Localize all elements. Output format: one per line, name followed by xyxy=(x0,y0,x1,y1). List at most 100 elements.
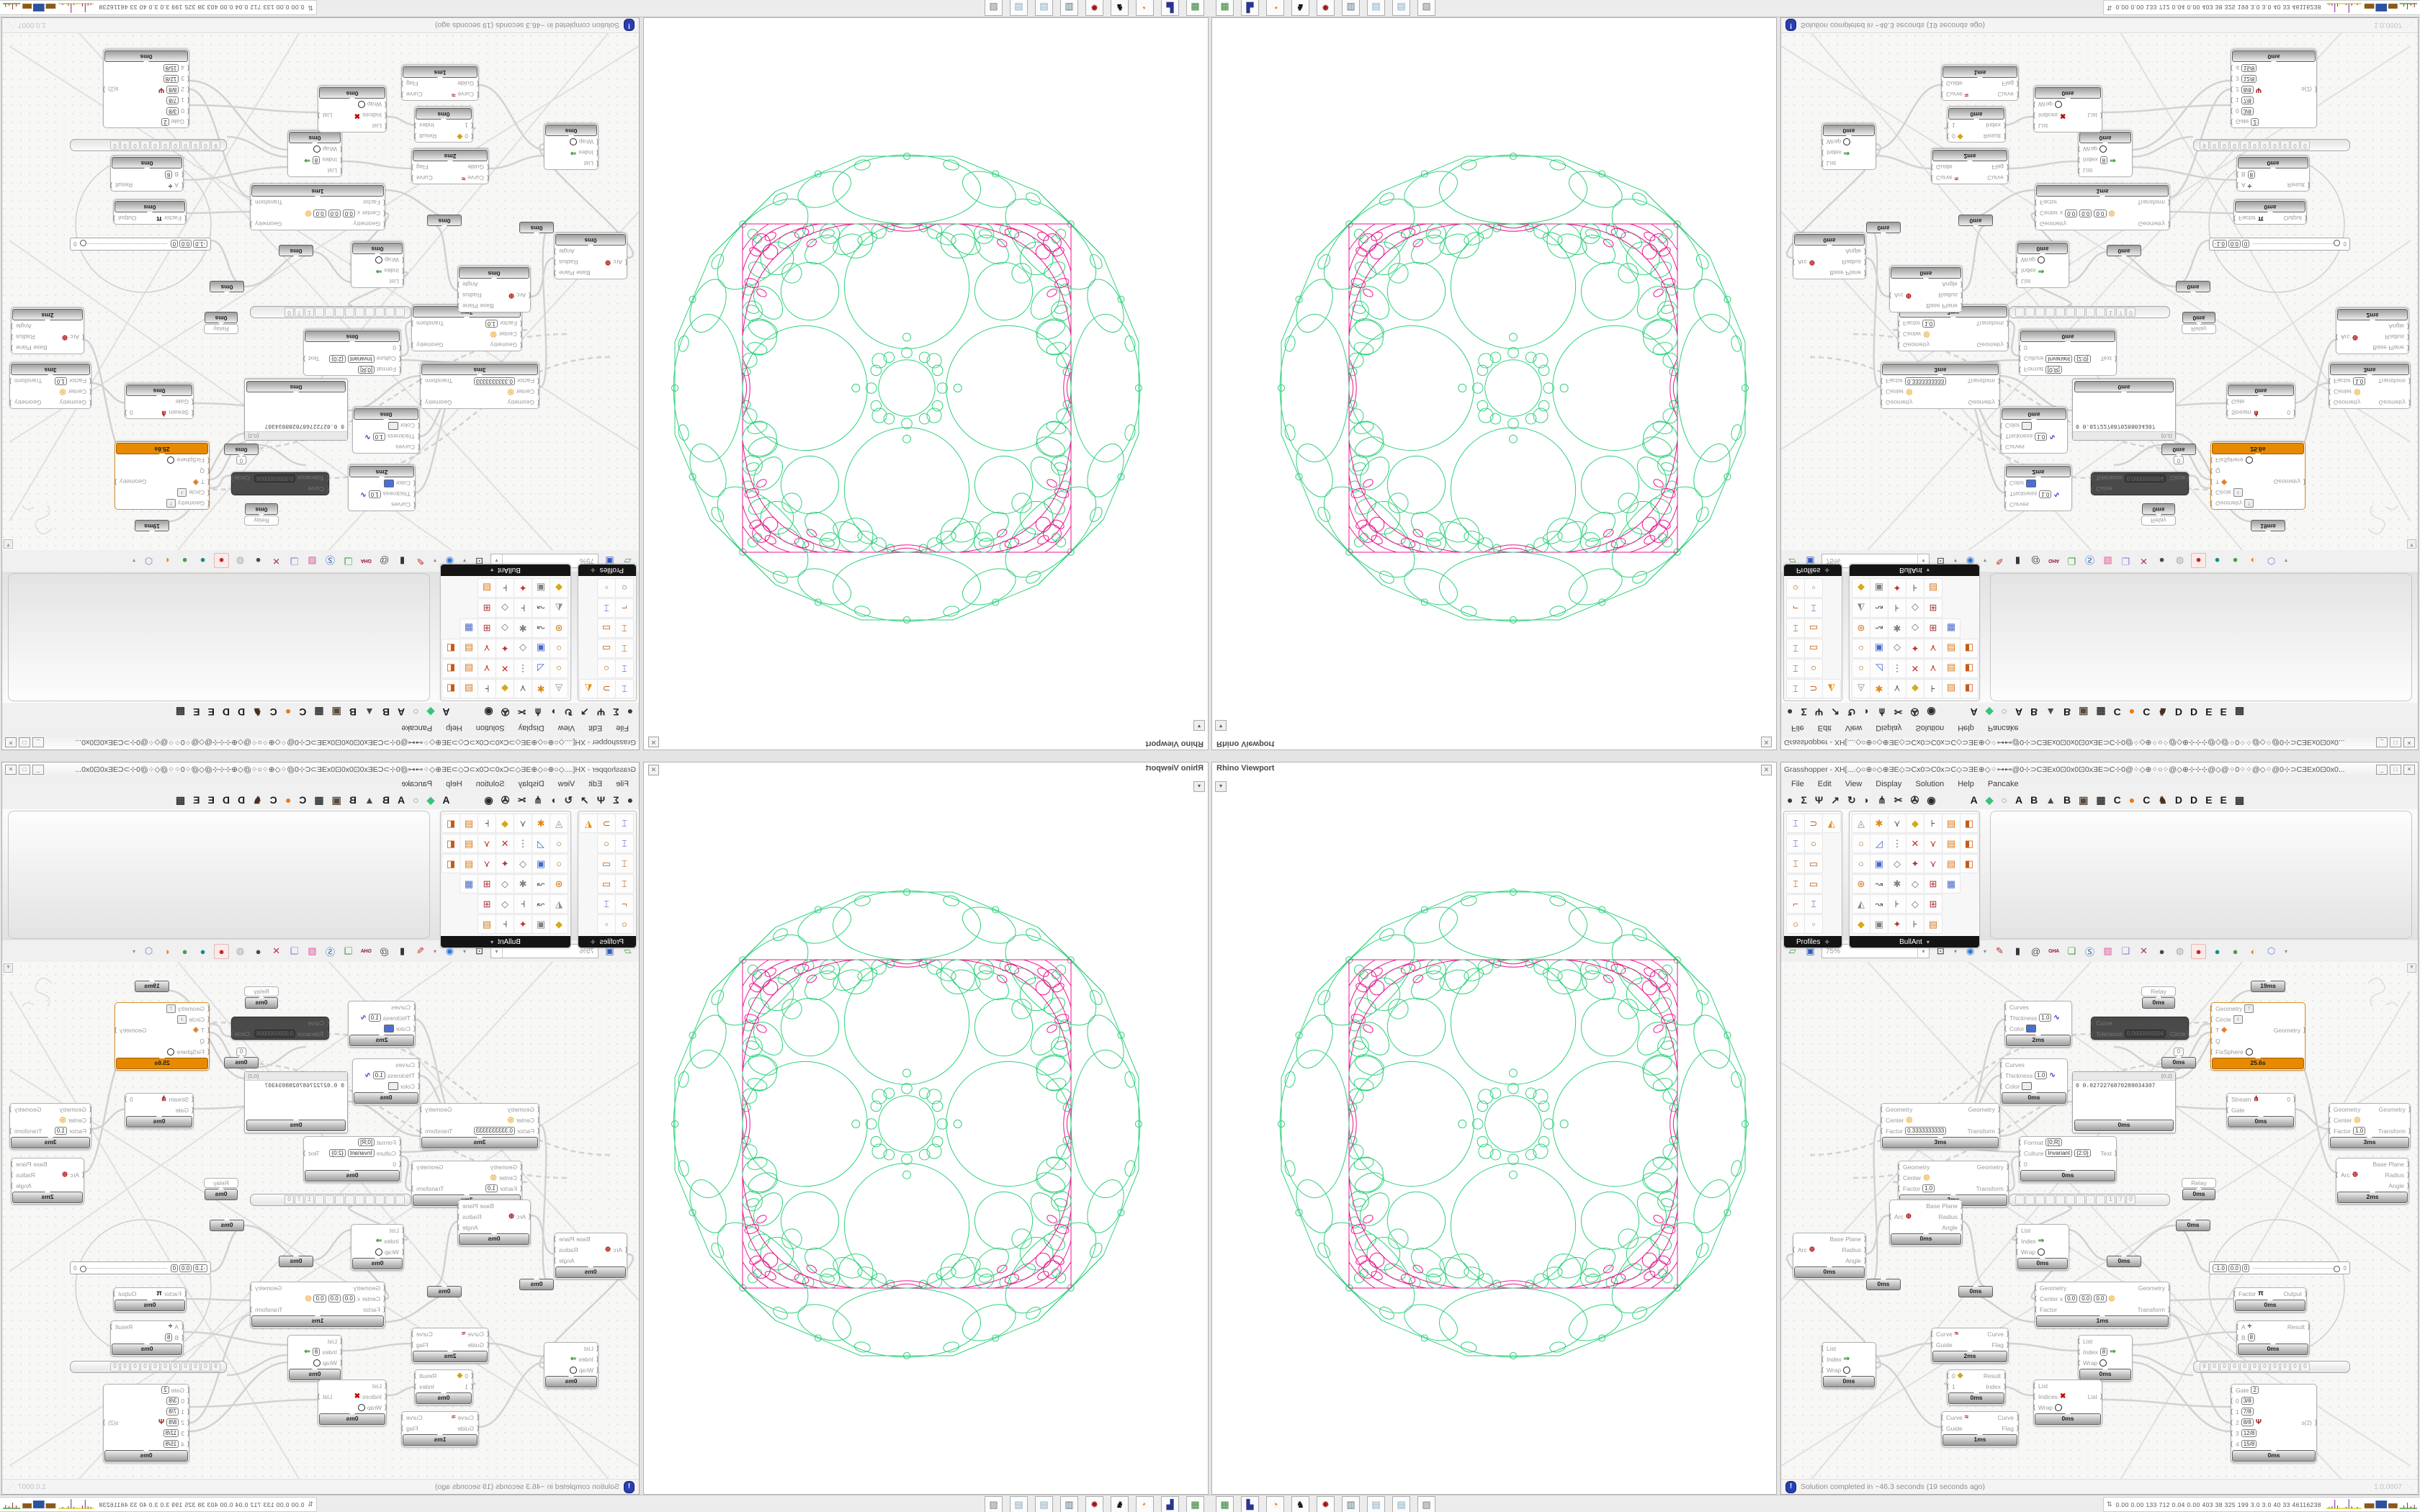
gh-node[interactable]: (Geometry ↑(Circle ↓(T ◈ Geometry)(Q(FixSphe… xyxy=(115,1002,210,1071)
component-icon[interactable]: ⌐ xyxy=(615,894,634,914)
timing-cap-node[interactable]: 0ms xyxy=(279,245,313,256)
component-icon[interactable]: ◇ xyxy=(1906,618,1924,638)
component-icon[interactable]: ⋎ xyxy=(478,834,496,853)
toolbar-icon[interactable]: ● xyxy=(284,706,292,718)
toolbar-icon[interactable]: ○ xyxy=(413,706,419,718)
toolbar-icon[interactable]: E xyxy=(2205,794,2213,806)
taskbar-firefox-icon[interactable]: ◔ xyxy=(1266,0,1284,16)
component-icon[interactable]: ▤ xyxy=(460,659,478,678)
component-icon[interactable]: ✱ xyxy=(1870,814,1888,833)
tab-bullant[interactable]: BullAnt ▾ xyxy=(441,936,570,948)
toolbar-icon[interactable]: ◆ xyxy=(1985,706,1994,718)
toolbar-icon[interactable]: ▲ xyxy=(2045,794,2056,806)
gh-node[interactable]: (Geometry ↑(Circle ↓(T ◈ Geometry)(Q(FixSphe… xyxy=(115,441,210,510)
toolbar-icon[interactable]: ▲ xyxy=(364,706,375,718)
toolbar-icon[interactable]: E xyxy=(2205,706,2213,718)
gh-node[interactable]: Base Plane)(Arc ⊕ Radius) Angle) 2ms xyxy=(11,307,84,354)
menu-item-display[interactable]: Display xyxy=(1876,779,1902,788)
ring-icon[interactable]: ◍ xyxy=(236,945,245,956)
toolbar-icon[interactable]: ◆ xyxy=(426,706,435,718)
component-icon[interactable]: ⋎ xyxy=(1924,659,1942,678)
component-icon[interactable]: ◧ xyxy=(1960,639,1978,658)
gh-node[interactable]: (Geometry Geometry)(Center ◎(Factor 1.0 Tran… xyxy=(9,1103,91,1150)
component-icon[interactable]: ▦ xyxy=(1942,874,1960,894)
timing-cap-node[interactable]: 0ms xyxy=(427,1286,462,1297)
tab-profiles[interactable]: Profiles ✛ xyxy=(578,564,636,576)
gem-red-selected-icon[interactable]: ● xyxy=(214,943,229,959)
gh-node[interactable]: (Curves(Thickness 1.0 ∿(Color 0ms xyxy=(2000,1058,2068,1105)
sphere-blue-icon[interactable]: ⬡ xyxy=(144,945,153,956)
component-icon[interactable]: ▤ xyxy=(1942,639,1960,658)
toolbar-icon[interactable]: Σ xyxy=(1801,706,1807,718)
component-icon[interactable]: ▤ xyxy=(1942,679,1960,698)
toolbar-icon[interactable]: ↻ xyxy=(1847,794,1856,806)
component-icon[interactable]: ◇ xyxy=(1888,854,1906,873)
menu-item-edit[interactable]: Edit xyxy=(588,724,603,733)
component-icon[interactable]: ◧ xyxy=(1960,814,1978,833)
gh-node[interactable]: (Geometry Geometry)(Center ◎(Factor 0.33333… xyxy=(420,362,539,409)
component-icon[interactable]: ⋮ xyxy=(1888,834,1906,853)
toolbar-icon[interactable]: E xyxy=(193,706,200,718)
taskbar-gear-icon[interactable]: ✹ xyxy=(1317,0,1335,16)
gh-node[interactable]: (A ÷ Result)(B 8 0ms xyxy=(2236,156,2310,192)
projector-icon[interactable]: ▮ xyxy=(2015,945,2021,956)
gh-node[interactable]: (List(Index ⇒(Wrap 0ms xyxy=(351,241,404,288)
timing-cap-node[interactable]: 0ms xyxy=(519,222,554,233)
toolbar-icon[interactable]: D xyxy=(2190,706,2198,718)
taskbar-device-icon[interactable]: ▦ xyxy=(1186,0,1204,16)
component-icon[interactable]: ⊦ xyxy=(478,679,496,698)
component-icon[interactable]: ⌶ xyxy=(615,874,634,894)
component-icon[interactable]: ◆ xyxy=(496,679,514,698)
toolbar-icon[interactable]: C xyxy=(2113,794,2121,806)
component-icon[interactable]: ○ xyxy=(1804,659,1823,678)
toolbar-icon[interactable]: Ψ xyxy=(596,794,606,806)
timing-cap-node[interactable]: 0ms xyxy=(2176,1218,2210,1231)
focus-icon[interactable]: ⊡ xyxy=(1937,945,1945,956)
gh-canvas[interactable]: 19ms (Geometry ↑(Circle ↓(T ◈ Geometry)(Q(Fix… xyxy=(1781,33,2418,550)
component-icon[interactable]: ⋎ xyxy=(478,639,496,658)
component-icon[interactable]: ▣ xyxy=(532,914,550,934)
menu-item-view[interactable]: View xyxy=(557,724,575,733)
toolbar-icon[interactable]: D xyxy=(222,706,230,718)
gh-node[interactable]: (Curves(Thickness 1.0 ∿(Color 2ms xyxy=(348,464,416,511)
toolbar-icon[interactable]: ↻ xyxy=(1847,706,1856,718)
toolbar-icon[interactable]: ◆ xyxy=(1985,794,1994,806)
component-icon[interactable]: ◧ xyxy=(442,659,460,678)
component-icon[interactable]: ◇ xyxy=(1888,639,1906,658)
component-icon[interactable]: ⌶ xyxy=(615,854,634,873)
toolbar-icon[interactable]: A xyxy=(1970,794,1978,806)
component-icon[interactable]: ▭ xyxy=(1804,854,1823,873)
toolbar-icon[interactable]: A xyxy=(397,794,405,806)
component-icon[interactable]: ▦ xyxy=(1942,618,1960,638)
component-icon[interactable]: ⊞ xyxy=(1924,618,1942,638)
component-icon[interactable]: ◇ xyxy=(514,639,532,658)
component-icon[interactable]: ○ xyxy=(1804,834,1823,853)
toolbar-icon[interactable]: B xyxy=(382,794,390,806)
taskbar-notepad-icon[interactable]: ▤ xyxy=(1392,1496,1410,1512)
gem-red-selected-icon[interactable]: ● xyxy=(214,553,229,569)
number-slider[interactable]: -1.0 0.0 0 0 xyxy=(70,238,211,251)
component-icon[interactable]: ◭ xyxy=(1852,598,1870,618)
ring-icon[interactable]: ◍ xyxy=(236,556,245,567)
ring-icon[interactable]: ◍ xyxy=(2175,556,2184,567)
component-icon[interactable]: ○ xyxy=(597,834,616,853)
component-icon[interactable]: ◇ xyxy=(496,894,514,914)
toolbar-icon[interactable]: E xyxy=(2220,706,2227,718)
component-icon[interactable]: ○ xyxy=(1852,639,1870,658)
taskbar-device-icon[interactable]: ▦ xyxy=(1186,1496,1204,1512)
gh-node[interactable]: (List(Index 8 ⇒(Wrap 0ms xyxy=(287,1335,342,1382)
gh-node[interactable]: (Curve(Tolerance 0.0000000004 Circle) xyxy=(2091,472,2189,495)
gh-node[interactable]: (List(Index ⇒(Wrap 0ms xyxy=(2016,1224,2069,1271)
toolbar-icon[interactable]: ▩ xyxy=(2234,794,2245,806)
sphere-orange-icon[interactable]: ◐ xyxy=(2250,555,2257,567)
toolbar-icon[interactable]: ▦ xyxy=(2096,706,2106,718)
dd-icon[interactable]: ▾ xyxy=(2284,948,2287,955)
gh-node[interactable]: (A ÷ Result)(B 8 0ms xyxy=(2236,1320,2310,1356)
timing-cap-node[interactable]: 0ms xyxy=(2107,245,2141,256)
component-icon[interactable]: ⌶ xyxy=(1804,598,1823,618)
component-icon[interactable]: ◧ xyxy=(1960,834,1978,853)
component-icon[interactable]: ⌐ xyxy=(615,598,634,618)
component-icon[interactable]: ⊞ xyxy=(478,598,496,618)
